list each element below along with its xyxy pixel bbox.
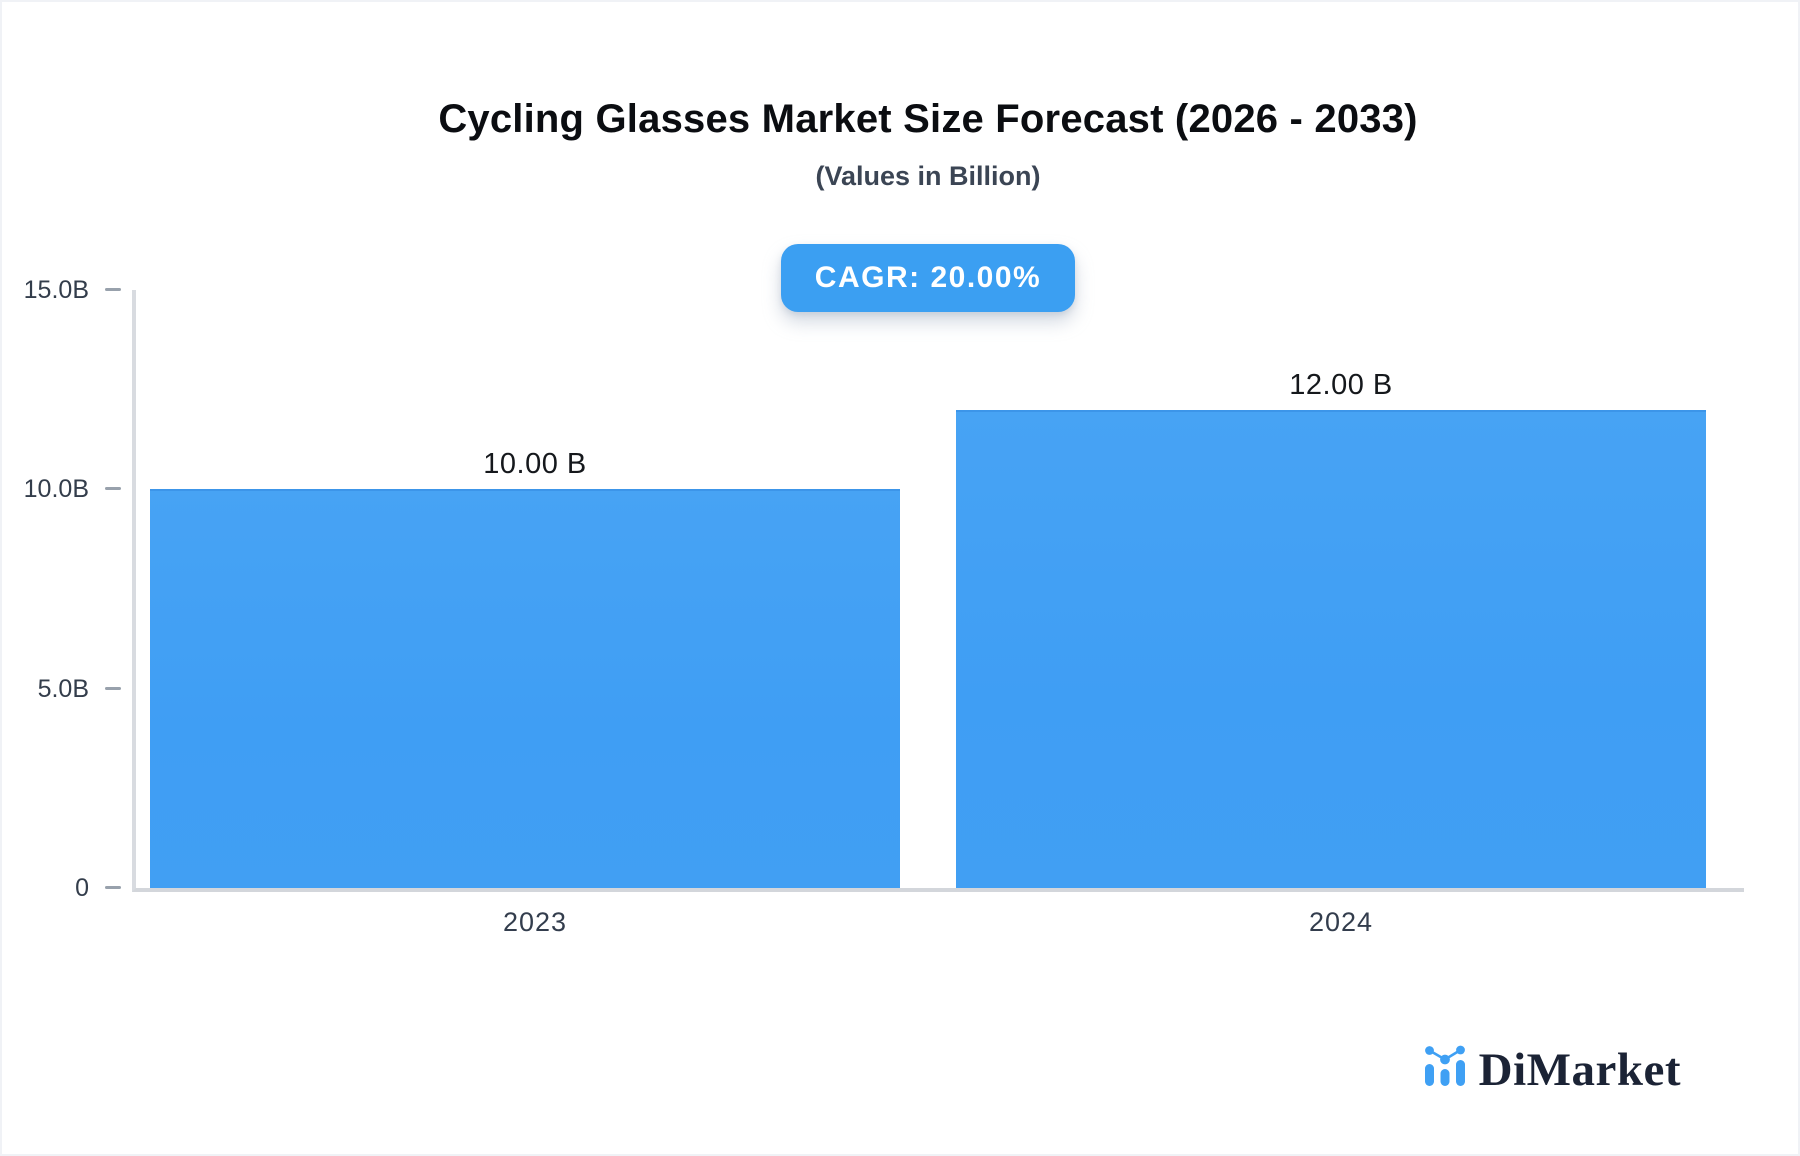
bar-2023[interactable] [150,489,900,888]
y-axis-tick-mark [105,886,121,889]
y-axis-tick-mark [105,288,121,291]
cagr-badge: CAGR: 20.00% [780,244,1076,312]
chart-subtitle: (Values in Billion) [815,161,1041,191]
chart-header: Cycling Glasses Market Size Forecast (20… [2,2,1798,312]
y-axis-tick-label: 5.0B [37,674,89,703]
y-axis-tick-mark [105,686,121,690]
plot-area [132,290,1744,892]
dimarket-logo-icon [1424,1045,1465,1086]
y-axis-tick-mark [105,487,121,491]
y-axis-tick-label: 15.0B [23,276,89,304]
y-axis-tick-label: 0 [75,874,89,902]
brand-logo[interactable]: DiMarket [1424,1045,1681,1094]
bar-2024[interactable] [956,409,1706,888]
x-axis-label-2023: 2023 [502,907,568,937]
chart-title: Cycling Glasses Market Size Forecast (20… [438,97,1418,141]
y-axis-tick-label: 10.0B [23,475,89,504]
bar-value-label: 10.00 B [483,448,587,481]
x-axis-label-2024: 2024 [1308,907,1374,937]
bar-value-label: 12.00 B [1289,368,1393,401]
brand-name: DiMarket [1478,1044,1681,1096]
